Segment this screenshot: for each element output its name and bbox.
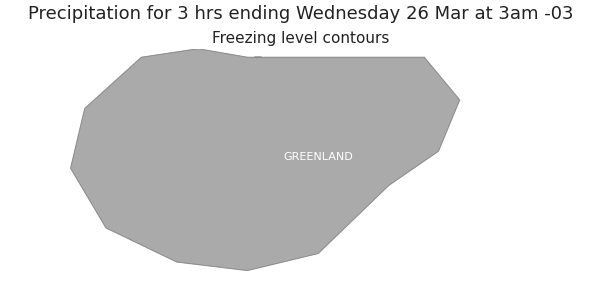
Text: GREENLAND: GREENLAND <box>283 152 353 162</box>
Text: Freezing level contours: Freezing level contours <box>212 30 389 46</box>
Polygon shape <box>71 49 460 271</box>
Text: Precipitation for 3 hrs ending Wednesday 26 Mar at 3am -03: Precipitation for 3 hrs ending Wednesday… <box>28 5 573 23</box>
